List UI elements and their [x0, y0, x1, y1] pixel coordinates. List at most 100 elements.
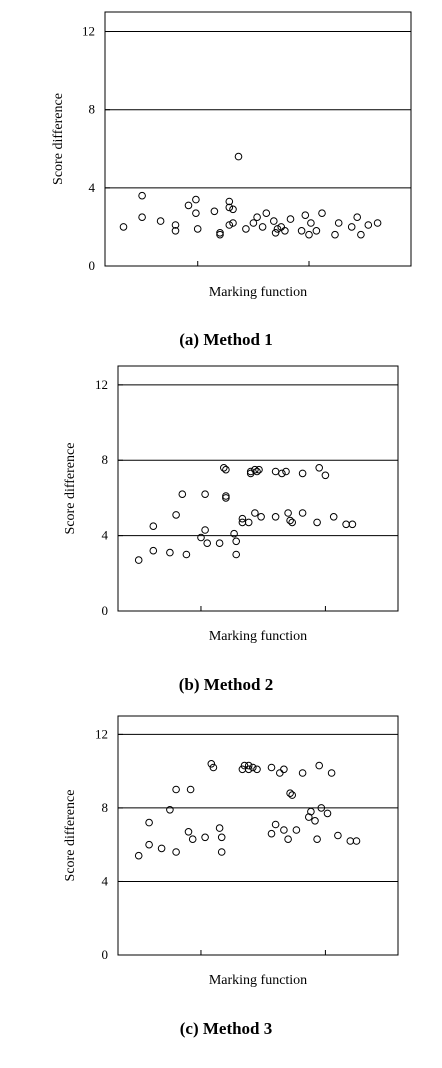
data-point — [251, 509, 259, 517]
data-point — [334, 219, 343, 227]
data-point — [222, 492, 230, 500]
data-point — [353, 213, 362, 221]
data-point — [230, 529, 238, 538]
y-tick-label: 8 — [102, 452, 109, 467]
x-axis-label: Marking function — [209, 629, 307, 644]
data-point — [282, 467, 290, 476]
data-point — [238, 514, 247, 523]
data-point — [280, 765, 288, 774]
data-point — [193, 225, 202, 233]
data-point — [166, 806, 174, 814]
chart-caption: (b) Method 2 — [179, 675, 273, 694]
data-point — [262, 209, 271, 217]
chart-method-2: 0 4 8 12 Score difference Marking function (b)… — [63, 365, 399, 694]
data-point — [222, 465, 230, 474]
data-point — [276, 769, 284, 777]
data-point — [271, 467, 280, 476]
data-point — [229, 205, 237, 214]
data-point — [172, 848, 180, 856]
data-point — [267, 763, 276, 772]
data-point — [331, 230, 339, 239]
data-point — [188, 835, 197, 843]
data-point — [184, 201, 193, 210]
data-point — [197, 533, 205, 542]
data-point — [278, 469, 286, 478]
data-point — [286, 789, 294, 797]
data-point — [317, 804, 326, 812]
data-point — [201, 526, 209, 534]
data-point — [249, 763, 257, 772]
data-point — [201, 490, 209, 498]
data-point — [244, 765, 253, 774]
data-point — [253, 765, 261, 774]
data-point — [313, 835, 321, 843]
y-axis-label: Score difference — [63, 443, 78, 535]
data-point — [312, 227, 321, 235]
data-point — [298, 769, 307, 777]
data-point — [257, 513, 265, 521]
data-point — [342, 520, 350, 529]
data-point — [364, 221, 373, 229]
data-point — [334, 831, 342, 840]
plot-frame — [117, 365, 399, 612]
data-point — [318, 209, 326, 217]
y-tick-label: 4 — [102, 528, 109, 543]
chart-caption: (c) Method 3 — [180, 1019, 273, 1038]
data-point — [311, 817, 319, 825]
data-point — [215, 539, 224, 547]
data-point — [244, 761, 253, 770]
data-point — [321, 471, 330, 480]
data-point — [182, 550, 191, 559]
data-point — [298, 469, 307, 478]
data-point — [305, 230, 313, 239]
data-point — [281, 227, 289, 235]
data-point — [315, 761, 324, 770]
data-point — [286, 215, 295, 223]
x-axis-label: Marking function — [209, 285, 307, 300]
data-point — [171, 221, 180, 229]
data-point — [134, 851, 143, 860]
data-point — [172, 785, 180, 794]
data-point — [217, 848, 226, 856]
data-point — [225, 197, 234, 206]
data-point — [301, 211, 310, 219]
data-point — [242, 225, 250, 233]
y-tick-label: 0 — [102, 603, 109, 618]
y-tick-label: 8 — [89, 102, 96, 117]
data-point — [240, 761, 249, 770]
data-point — [313, 518, 321, 527]
chart-method-1: 0 4 8 12 Score difference Marking function (a)… — [51, 11, 412, 349]
y-tick-label: 0 — [89, 258, 96, 273]
data-point — [192, 195, 200, 204]
y-tick-label: 8 — [102, 800, 109, 815]
data-point — [234, 152, 243, 161]
data-point — [166, 548, 174, 557]
data-point — [267, 829, 276, 838]
data-point — [119, 223, 128, 231]
data-point — [203, 539, 211, 547]
data-point — [251, 465, 259, 474]
data-point — [284, 835, 292, 843]
y-tick-label: 4 — [102, 873, 109, 888]
data-point — [145, 818, 153, 827]
y-axis-label: Score difference — [63, 790, 78, 882]
data-point — [253, 467, 261, 476]
y-tick-label: 12 — [95, 377, 108, 392]
chart-caption: (a) Method 1 — [179, 330, 272, 349]
plot-frame — [104, 11, 412, 267]
x-axis-label: Marking function — [209, 973, 307, 988]
y-tick-label: 12 — [95, 726, 108, 741]
data-point — [253, 213, 261, 221]
data-point — [229, 219, 237, 227]
data-point — [271, 513, 280, 521]
data-point — [172, 511, 180, 519]
data-point — [286, 516, 294, 525]
data-point — [149, 546, 158, 555]
data-point — [298, 509, 307, 517]
data-point — [327, 769, 336, 777]
data-point — [156, 217, 165, 225]
data-point — [207, 760, 216, 768]
data-point — [348, 520, 357, 529]
data-point — [215, 824, 224, 832]
data-point — [249, 219, 258, 227]
